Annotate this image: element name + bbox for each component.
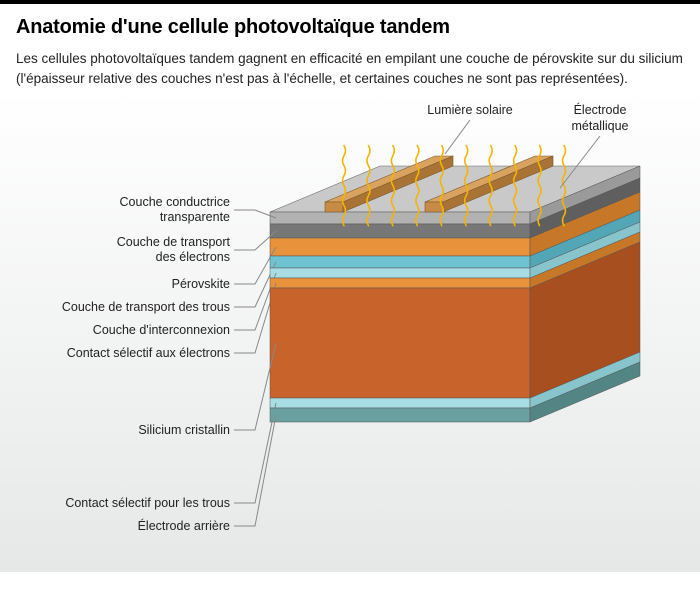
layered-cell-diagram: Couche conductricetransparente Couche de … <box>0 92 700 572</box>
electrode-label-1: Électrode <box>574 102 627 117</box>
diagram-title: Anatomie d'une cellule photovoltaïque ta… <box>16 16 684 39</box>
layer-label2-tco: transparente <box>160 210 230 224</box>
layer-label-rear: Électrode arrière <box>138 518 230 533</box>
electrode-label-2: métallique <box>572 119 629 133</box>
sunlight-label: Lumière solaire <box>427 103 513 117</box>
layer-label-tco: Couche conductrice <box>120 195 231 209</box>
layer-label-perovskite: Pérovskite <box>172 277 230 291</box>
content-container: Anatomie d'une cellule photovoltaïque ta… <box>0 4 700 88</box>
layer-label-htl: Couche de transport des trous <box>62 300 230 314</box>
layer-label-interconnect: Couche d'interconnexion <box>93 323 230 337</box>
layer-label2-etl: des électrons <box>156 250 230 264</box>
diagram-subtitle: Les cellules photovoltaïques tandem gagn… <box>16 49 684 88</box>
diagram-area: Couche conductricetransparente Couche de … <box>0 92 700 572</box>
layer-label-esc: Contact sélectif aux électrons <box>67 346 230 360</box>
layer-label-silicon: Silicium cristallin <box>138 423 230 437</box>
layer-label-hsc: Contact sélectif pour les trous <box>65 496 230 510</box>
layer-label-etl: Couche de transport <box>117 235 231 249</box>
